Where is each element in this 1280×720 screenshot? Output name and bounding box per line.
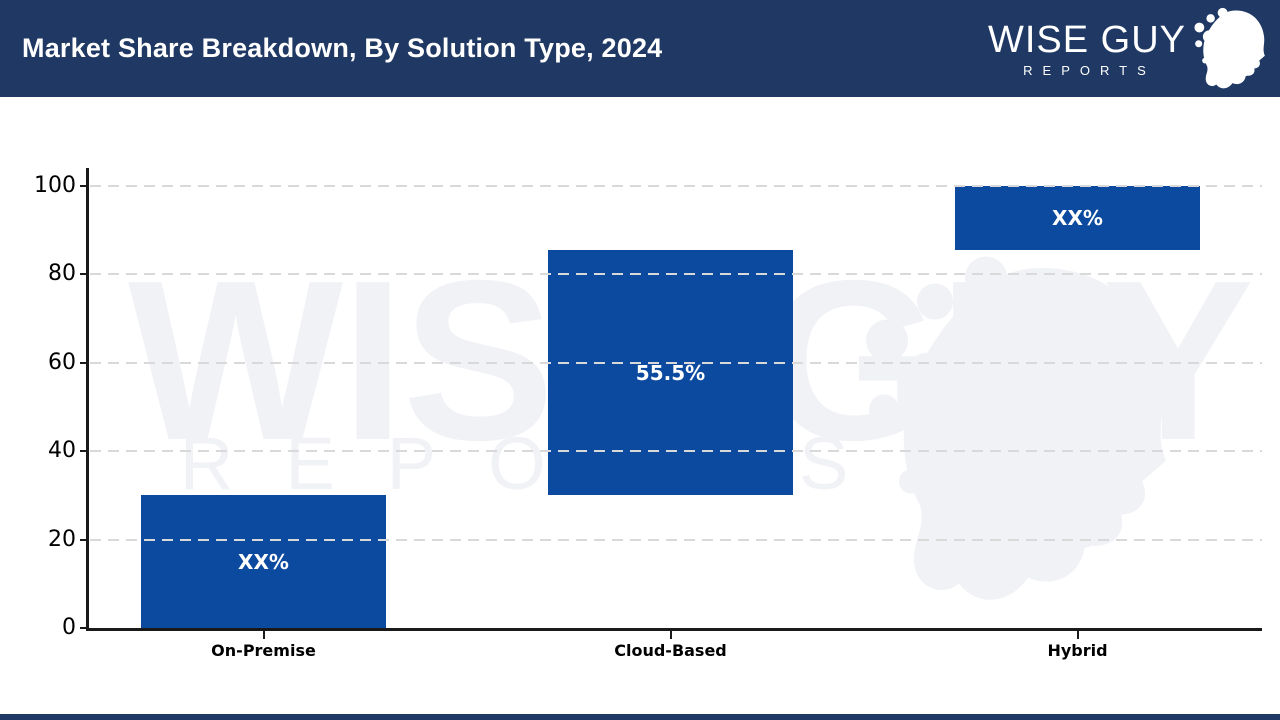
header: Market Share Breakdown, By Solution Type…: [0, 0, 1280, 97]
watermark-head-icon: [866, 256, 1166, 600]
brand-head-icon: [1194, 7, 1265, 89]
y-tick-label-0: 0: [62, 615, 76, 640]
x-tick-label-on-premise: On-Premise: [211, 641, 316, 660]
brand-name: WISE GUY: [987, 18, 1186, 61]
y-tick-label-40: 40: [48, 438, 76, 464]
gridline-40: [90, 450, 1262, 453]
bar-on-premise: [141, 495, 386, 628]
bar-label-cloud-based: 55.5%: [635, 360, 706, 385]
y-tick-40: [80, 450, 88, 453]
bar-label-hybrid: XX%: [1052, 206, 1103, 231]
x-tick-cloud-based: [669, 631, 672, 639]
bar-label-box-cloud-based: 55.5%: [548, 250, 793, 495]
y-tick-20: [80, 538, 88, 541]
gridline-100: [90, 185, 1262, 187]
x-tick-on-premise: [262, 631, 265, 639]
y-tick-label-20: 20: [48, 526, 76, 552]
brand-wordmark: WISE GUY REPORTS: [988, 21, 1186, 78]
bar-hybrid: [955, 186, 1200, 251]
footer-accent-bar: [0, 714, 1280, 720]
x-axis-line: [86, 628, 1262, 631]
x-tick-hybrid: [1076, 631, 1079, 639]
brand-subtitle: REPORTS: [1023, 62, 1156, 78]
gridline-20: [90, 538, 1262, 541]
gridline-80: [90, 273, 1262, 276]
y-axis-line: [86, 168, 89, 631]
bar-label-box-hybrid: XX%: [955, 186, 1200, 250]
gridline-60: [90, 361, 1262, 364]
x-tick-label-hybrid: Hybrid: [1047, 641, 1108, 660]
y-tick-label-60: 60: [48, 349, 76, 375]
y-tick-60: [80, 361, 88, 364]
bar-label-box-on-premise: XX%: [141, 495, 386, 628]
y-tick-0: [80, 627, 88, 629]
y-tick-80: [80, 273, 88, 276]
bar-cloud-based: [548, 250, 793, 496]
brand-logo: WISE GUY REPORTS: [988, 4, 1272, 94]
chart-title: Market Share Breakdown, By Solution Type…: [22, 33, 663, 63]
x-tick-label-cloud-based: Cloud-Based: [614, 641, 727, 660]
y-tick-label-100: 100: [34, 173, 76, 198]
y-tick-label-80: 80: [48, 261, 76, 287]
y-tick-100: [80, 185, 88, 187]
bar-label-on-premise: XX%: [238, 549, 289, 574]
